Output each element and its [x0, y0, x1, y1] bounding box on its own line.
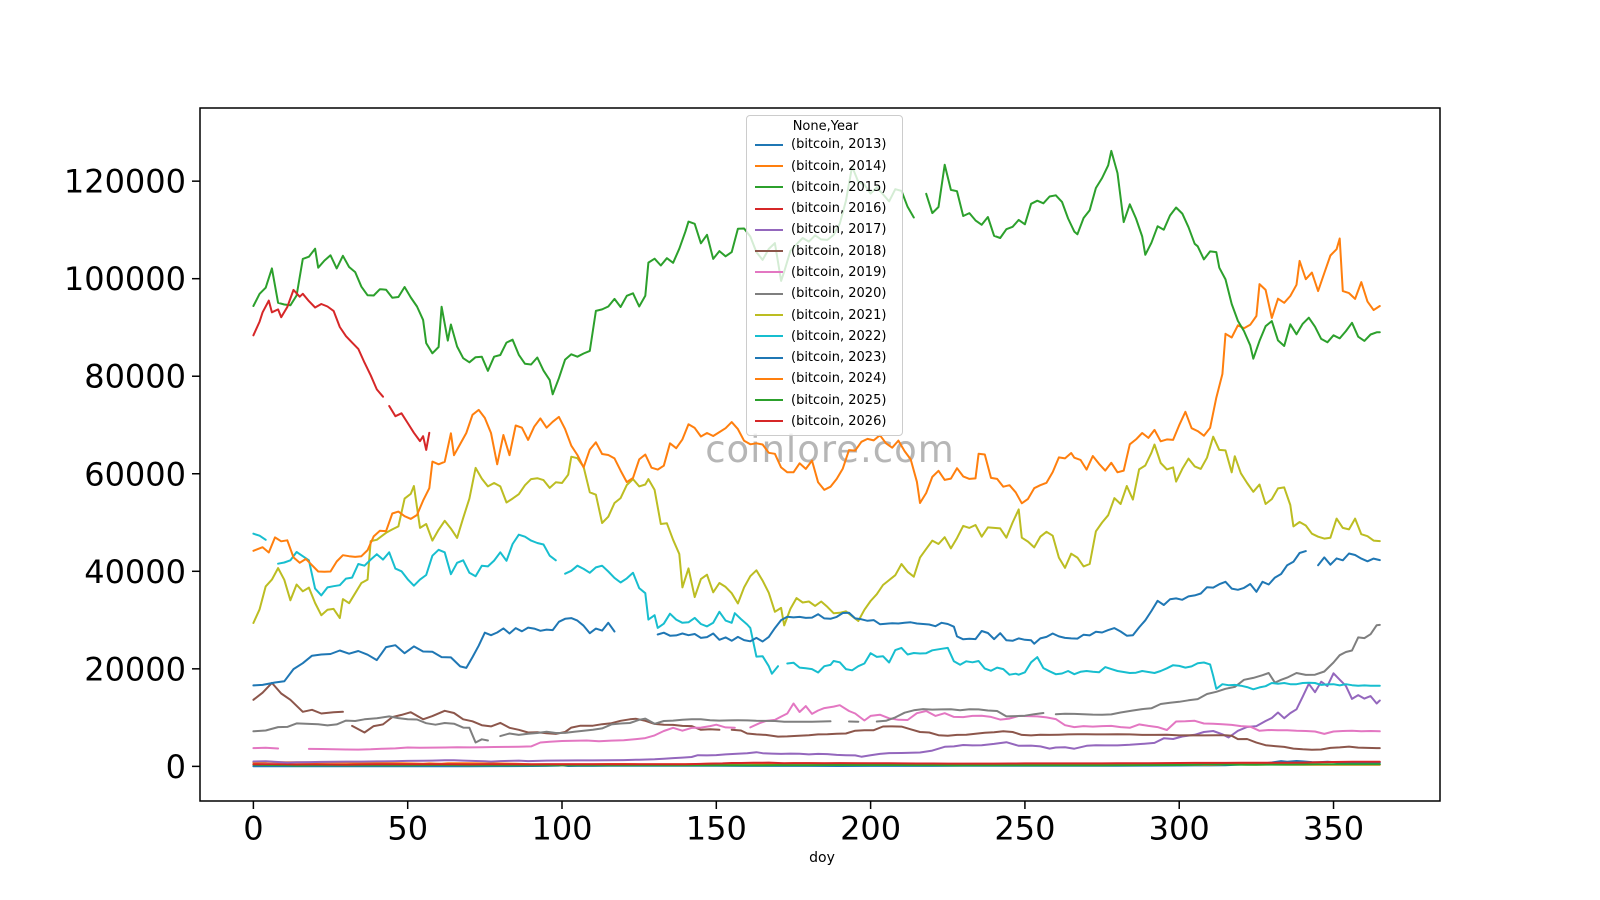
legend-entry-label: (bitcoin, 2014) — [791, 158, 887, 174]
legend-entry-label: (bitcoin, 2019) — [791, 264, 887, 280]
x-tick-label: 300 — [1149, 809, 1210, 847]
y-tick-label: 80000 — [84, 358, 186, 396]
legend-entry-label: (bitcoin, 2017) — [791, 222, 887, 238]
y-tick-label: 120000 — [64, 163, 186, 201]
legend-entry-label: (bitcoin, 2023) — [791, 350, 887, 366]
legend: None,Year (bitcoin, 2013) (bitcoin, 2014)… — [746, 115, 903, 436]
legend-swatch-line-2022 — [755, 335, 783, 338]
legend-swatch-line-2015 — [755, 186, 783, 189]
legend-swatch-line-2016 — [755, 207, 783, 210]
legend-entry-label: (bitcoin, 2020) — [791, 286, 887, 302]
legend-swatch-line-2021 — [755, 314, 783, 317]
legend-entry-2023: (bitcoin, 2023) — [755, 348, 896, 368]
y-tick-label: 100000 — [64, 260, 186, 298]
legend-swatch-line-2020 — [755, 292, 783, 295]
legend-swatch-line-2026 — [755, 420, 783, 423]
series-line-2019 — [252, 702, 1381, 751]
x-tick-label: 150 — [686, 809, 747, 847]
legend-swatch-line-2019 — [755, 271, 783, 274]
x-tick-label: 100 — [531, 809, 592, 847]
y-tick-label: 20000 — [84, 650, 186, 688]
series-line-2017 — [252, 672, 1381, 764]
legend-entry-2016: (bitcoin, 2016) — [755, 199, 896, 219]
legend-entry-2022: (bitcoin, 2022) — [755, 326, 896, 346]
legend-entry-2014: (bitcoin, 2014) — [755, 156, 896, 176]
legend-entry-label: (bitcoin, 2021) — [791, 307, 887, 323]
legend-entry-label: (bitcoin, 2022) — [791, 328, 887, 344]
legend-entry-2013: (bitcoin, 2013) — [755, 135, 896, 155]
legend-title: None,Year — [792, 118, 859, 134]
legend-entry-2017: (bitcoin, 2017) — [755, 220, 896, 240]
legend-entry-2019: (bitcoin, 2019) — [755, 262, 896, 282]
legend-swatch-line-2013 — [755, 143, 783, 146]
x-tick-label: 350 — [1303, 809, 1364, 847]
legend-swatch-line-2024 — [755, 377, 783, 380]
y-tick-label: 60000 — [84, 455, 186, 493]
legend-entry-2020: (bitcoin, 2020) — [755, 284, 896, 304]
legend-entry-2015: (bitcoin, 2015) — [755, 177, 896, 197]
legend-entry-label: (bitcoin, 2015) — [791, 179, 887, 195]
series-line-2020 — [252, 623, 1381, 744]
x-tick-label: 50 — [387, 809, 428, 847]
legend-entry-label: (bitcoin, 2024) — [791, 371, 887, 387]
series-line-2016 — [252, 760, 1381, 766]
y-tick-label: 40000 — [84, 553, 186, 591]
series-line-2024 — [252, 237, 1381, 573]
x-axis-label: doy — [809, 850, 835, 866]
plot-frame — [199, 107, 1441, 802]
legend-entry-2024: (bitcoin, 2024) — [755, 369, 896, 389]
x-tick-label: 200 — [840, 809, 901, 847]
legend-entry-label: (bitcoin, 2016) — [791, 201, 887, 217]
series-line-2022 — [252, 532, 1381, 691]
series-line-2023 — [252, 550, 1381, 687]
legend-entry-label: (bitcoin, 2018) — [791, 243, 887, 259]
legend-swatch-line-2017 — [755, 228, 783, 231]
legend-entry-label: (bitcoin, 2025) — [791, 392, 887, 408]
legend-swatch-line-2018 — [755, 250, 783, 253]
legend-swatch-line-2025 — [755, 399, 783, 402]
legend-entry-2026: (bitcoin, 2026) — [755, 411, 896, 431]
legend-entry-label: (bitcoin, 2013) — [791, 137, 887, 153]
legend-swatch-line-2023 — [755, 356, 783, 359]
series-line-2021 — [252, 435, 1381, 627]
y-tick-label: 0 — [166, 748, 186, 786]
x-tick-label: 0 — [243, 809, 263, 847]
legend-swatch-line-2014 — [755, 165, 783, 168]
legend-entry-label: (bitcoin, 2026) — [791, 413, 887, 429]
legend-entry-2025: (bitcoin, 2025) — [755, 390, 896, 410]
x-tick-label: 250 — [994, 809, 1055, 847]
legend-entry-2018: (bitcoin, 2018) — [755, 241, 896, 261]
series-line-2026 — [252, 288, 431, 451]
legend-entry-2021: (bitcoin, 2021) — [755, 305, 896, 325]
